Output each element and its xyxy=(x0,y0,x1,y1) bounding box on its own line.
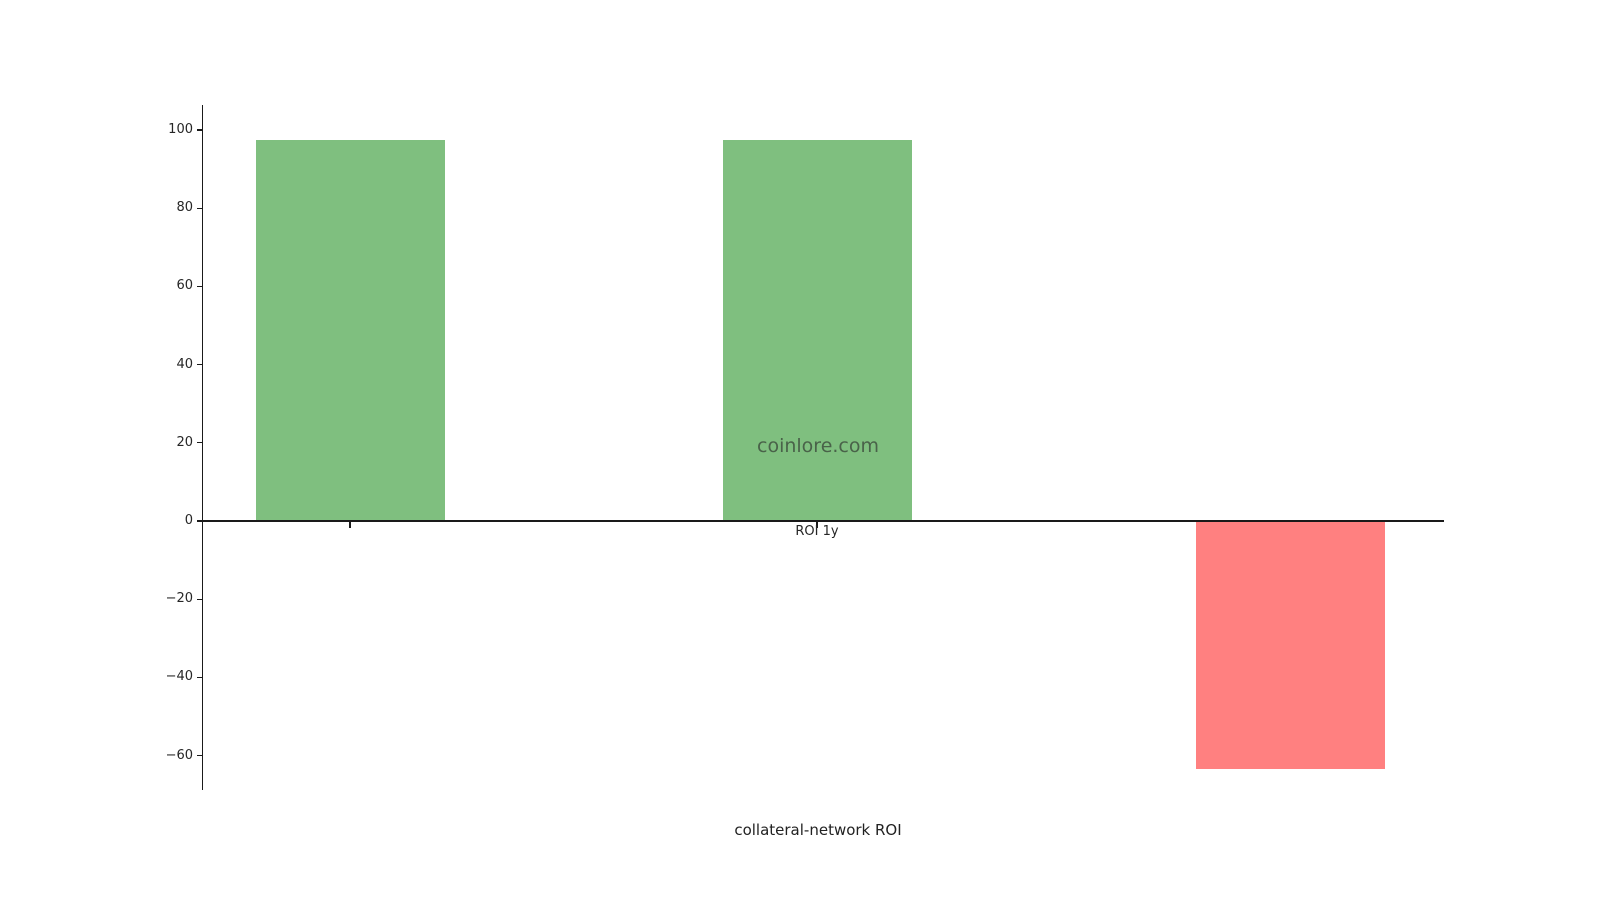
y-tick-mark xyxy=(197,364,203,366)
x-tick-mark xyxy=(816,521,818,528)
y-tick-mark xyxy=(197,207,203,209)
bar-series-0 xyxy=(255,140,445,521)
y-tick-label: −20 xyxy=(165,591,193,607)
y-tick-label: 100 xyxy=(168,122,193,137)
y-axis-spine xyxy=(202,105,204,790)
y-tick-mark xyxy=(197,676,203,679)
x-tick-label: ROI 1y xyxy=(795,524,839,539)
y-tick-label: 40 xyxy=(176,356,193,372)
watermark-text: coinlore.com xyxy=(757,435,879,457)
y-tick-mark xyxy=(197,442,203,444)
y-tick-label: 0 xyxy=(184,513,193,528)
y-tick-mark xyxy=(197,129,203,131)
y-tick-mark xyxy=(197,598,203,600)
bar-series-2 xyxy=(1195,521,1385,769)
y-tick-label: 20 xyxy=(176,434,193,450)
x-tick-mark xyxy=(349,521,351,528)
y-tick-mark xyxy=(197,755,203,757)
y-tick-label: −60 xyxy=(165,747,193,763)
y-tick-label: 60 xyxy=(176,278,193,294)
chart-title: collateral-network ROI xyxy=(734,821,902,839)
y-tick-mark xyxy=(197,285,203,288)
bar-ROI 1y xyxy=(722,140,912,521)
x-axis-line xyxy=(203,520,1444,522)
y-tick-label: 80 xyxy=(176,200,193,216)
y-tick-label: −40 xyxy=(165,669,193,685)
y-tick-mark xyxy=(197,520,203,522)
